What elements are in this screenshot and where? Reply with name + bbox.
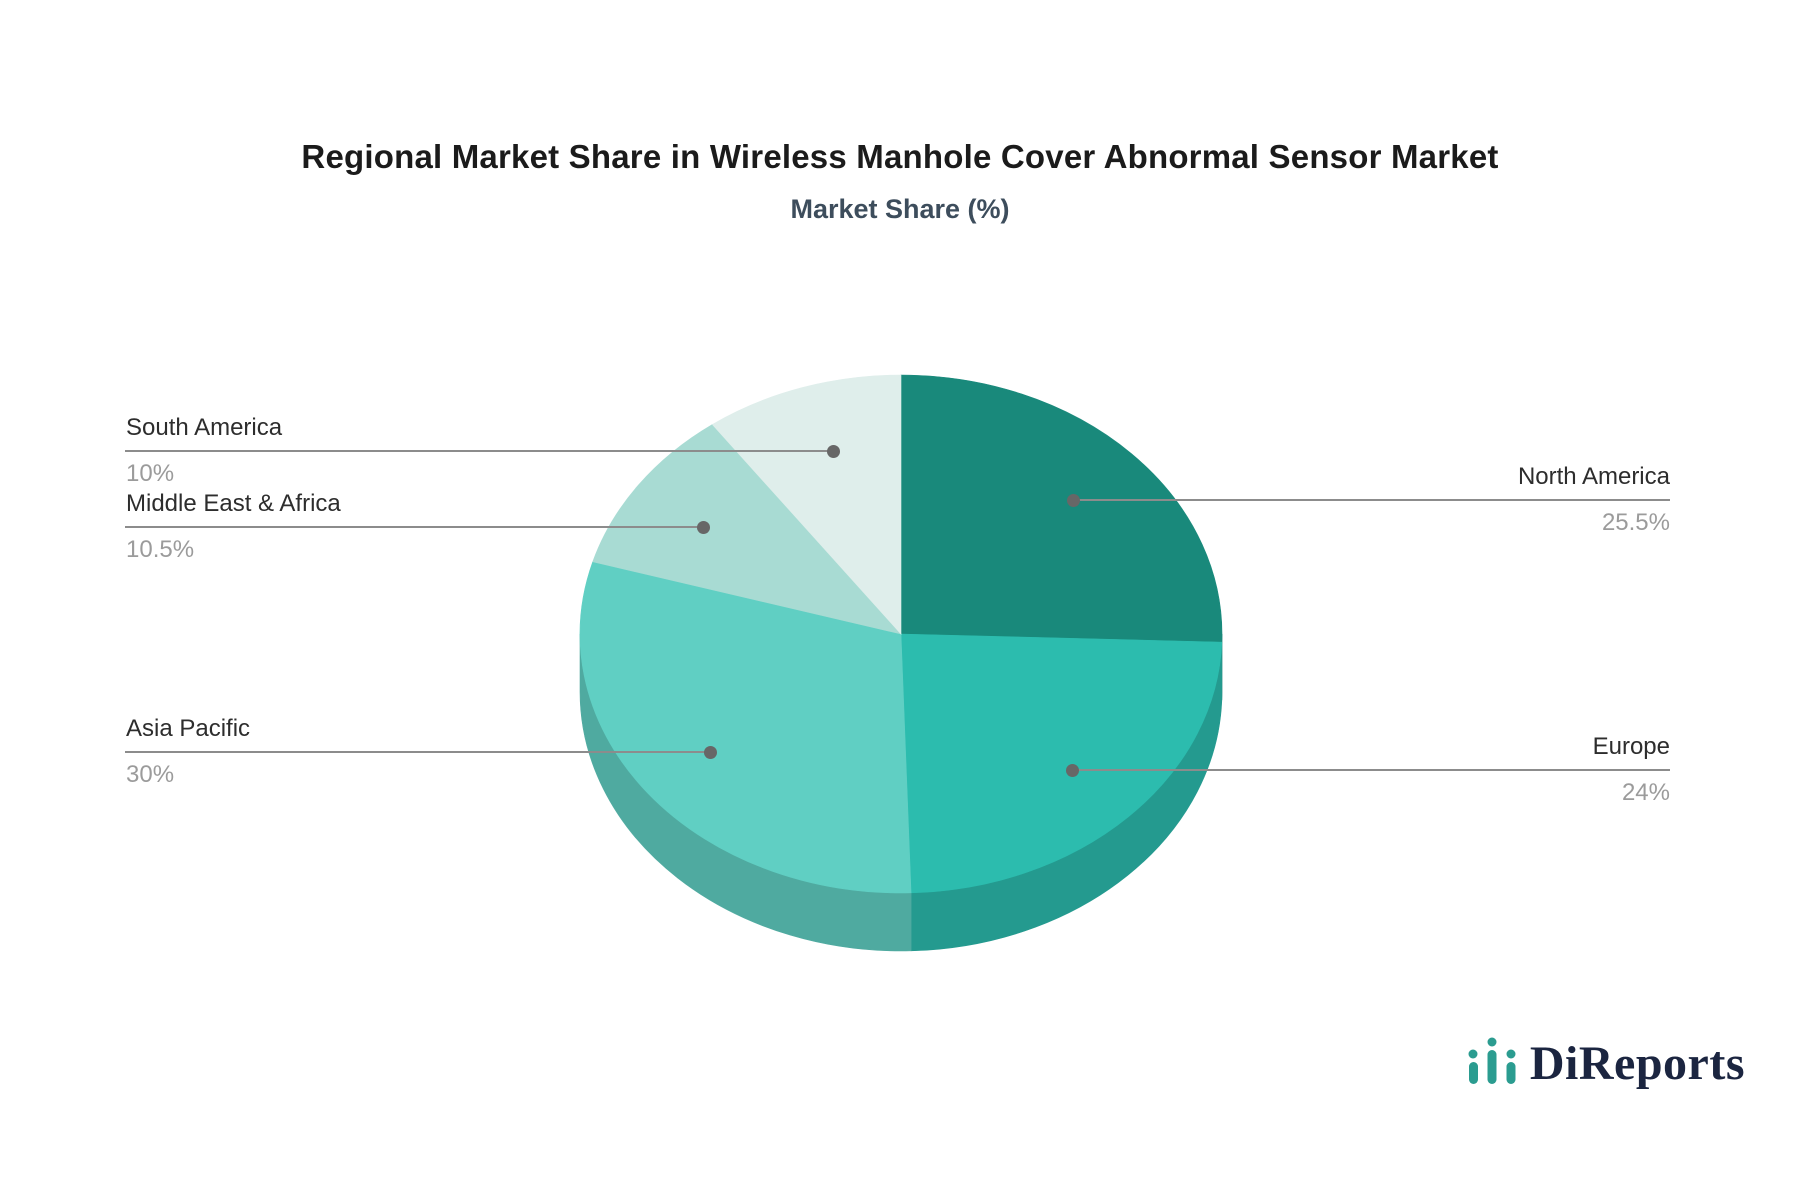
leader-line-middle-east-africa [125, 526, 703, 528]
pie-slice-asia-pacific[interactable] [579, 561, 912, 894]
label-middle-east-africa: Middle East & Africa [126, 490, 341, 517]
leader-dot-north-america [1067, 494, 1080, 507]
leader-dot-south-america [827, 445, 840, 458]
pie-slice-middle-east-africa[interactable] [592, 424, 902, 635]
leader-line-asia-pacific [125, 751, 710, 753]
direports-logo-text: DiReports [1529, 1037, 1745, 1090]
chart-title: Regional Market Share in Wireless Manhol… [301, 138, 1499, 175]
value-north-america: 25.5% [1601, 509, 1670, 536]
leader-line-europe [1072, 769, 1670, 771]
value-middle-east-africa: 10.5% [126, 536, 195, 563]
value-south-america: 10% [126, 460, 175, 487]
leader-line-south-america [125, 450, 833, 452]
bar-chart-icon [1468, 1037, 1516, 1084]
label-north-america: North America [1517, 463, 1670, 490]
value-europe: 24% [1621, 779, 1670, 806]
label-europe: Europe [1592, 733, 1670, 760]
label-south-america: South America [126, 414, 283, 441]
leader-dot-asia-pacific [704, 746, 717, 759]
leader-dot-europe [1066, 764, 1079, 777]
leader-dot-middle-east-africa [697, 521, 710, 534]
chart-subtitle: Market Share (%) [790, 194, 1010, 224]
pie-slice-south-america[interactable] [711, 374, 902, 635]
pie-slice-europe[interactable] [900, 633, 1223, 894]
direports-logo: DiReports [1464, 1032, 1745, 1088]
pie-slice-north-america[interactable] [900, 374, 1223, 643]
label-asia-pacific: Asia Pacific [126, 715, 251, 742]
leader-line-north-america [1073, 499, 1670, 501]
value-asia-pacific: 30% [126, 761, 175, 788]
